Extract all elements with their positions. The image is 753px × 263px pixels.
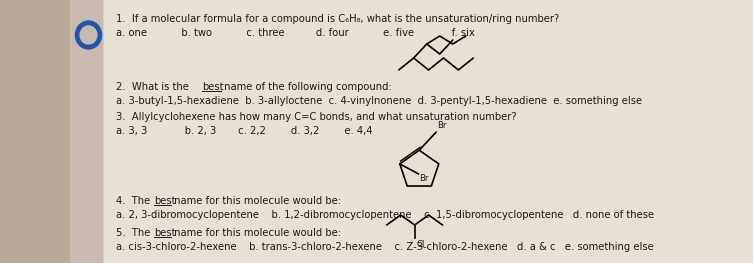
Text: a. 3, 3            b. 2, 3       c. 2,2        d. 3,2        e. 4,4: a. 3, 3 b. 2, 3 c. 2,2 d. 3,2 e. 4,4 xyxy=(117,126,373,136)
Text: best: best xyxy=(154,228,175,238)
Text: a. cis-3-chloro-2-hexene    b. trans-3-chloro-2-hexene    c. Z-3-chloro-2-hexene: a. cis-3-chloro-2-hexene b. trans-3-chlo… xyxy=(117,242,654,252)
Text: best: best xyxy=(154,196,175,206)
Text: name for this molecule would be:: name for this molecule would be: xyxy=(172,196,341,206)
Bar xyxy=(0,0,102,263)
Text: 2.  What is the: 2. What is the xyxy=(117,82,193,92)
Text: a. 2, 3-dibromocyclopentene    b. 1,2-dibromocyclopentene    c. 1,5-dibromocyclo: a. 2, 3-dibromocyclopentene b. 1,2-dibro… xyxy=(117,210,654,220)
Text: 1.  If a molecular formula for a compound is C₆H₈, what is the unsaturation/ring: 1. If a molecular formula for a compound… xyxy=(117,14,559,24)
Text: 5.  The: 5. The xyxy=(117,228,154,238)
Text: Cl: Cl xyxy=(416,240,425,249)
Text: name for this molecule would be:: name for this molecule would be: xyxy=(172,228,341,238)
Text: a. 3-butyl-1,5-hexadiene  b. 3-allyloctene  c. 4-vinylnonene  d. 3-pentyl-1,5-he: a. 3-butyl-1,5-hexadiene b. 3-allylocten… xyxy=(117,96,642,106)
Text: Br: Br xyxy=(437,121,447,130)
Text: name of the following compound:: name of the following compound: xyxy=(221,82,392,92)
Text: a. one           b. two           c. three          d. four           e. five   : a. one b. two c. three d. four e. five xyxy=(117,28,475,38)
Text: 4.  The: 4. The xyxy=(117,196,154,206)
Text: best: best xyxy=(202,82,224,92)
Circle shape xyxy=(80,26,97,44)
Text: 3.  Allylcyclohexene has how many C=C bonds, and what unsaturation number?: 3. Allylcyclohexene has how many C=C bon… xyxy=(117,112,517,122)
Bar xyxy=(70,0,102,263)
Circle shape xyxy=(75,21,102,49)
Text: Br: Br xyxy=(419,174,428,183)
